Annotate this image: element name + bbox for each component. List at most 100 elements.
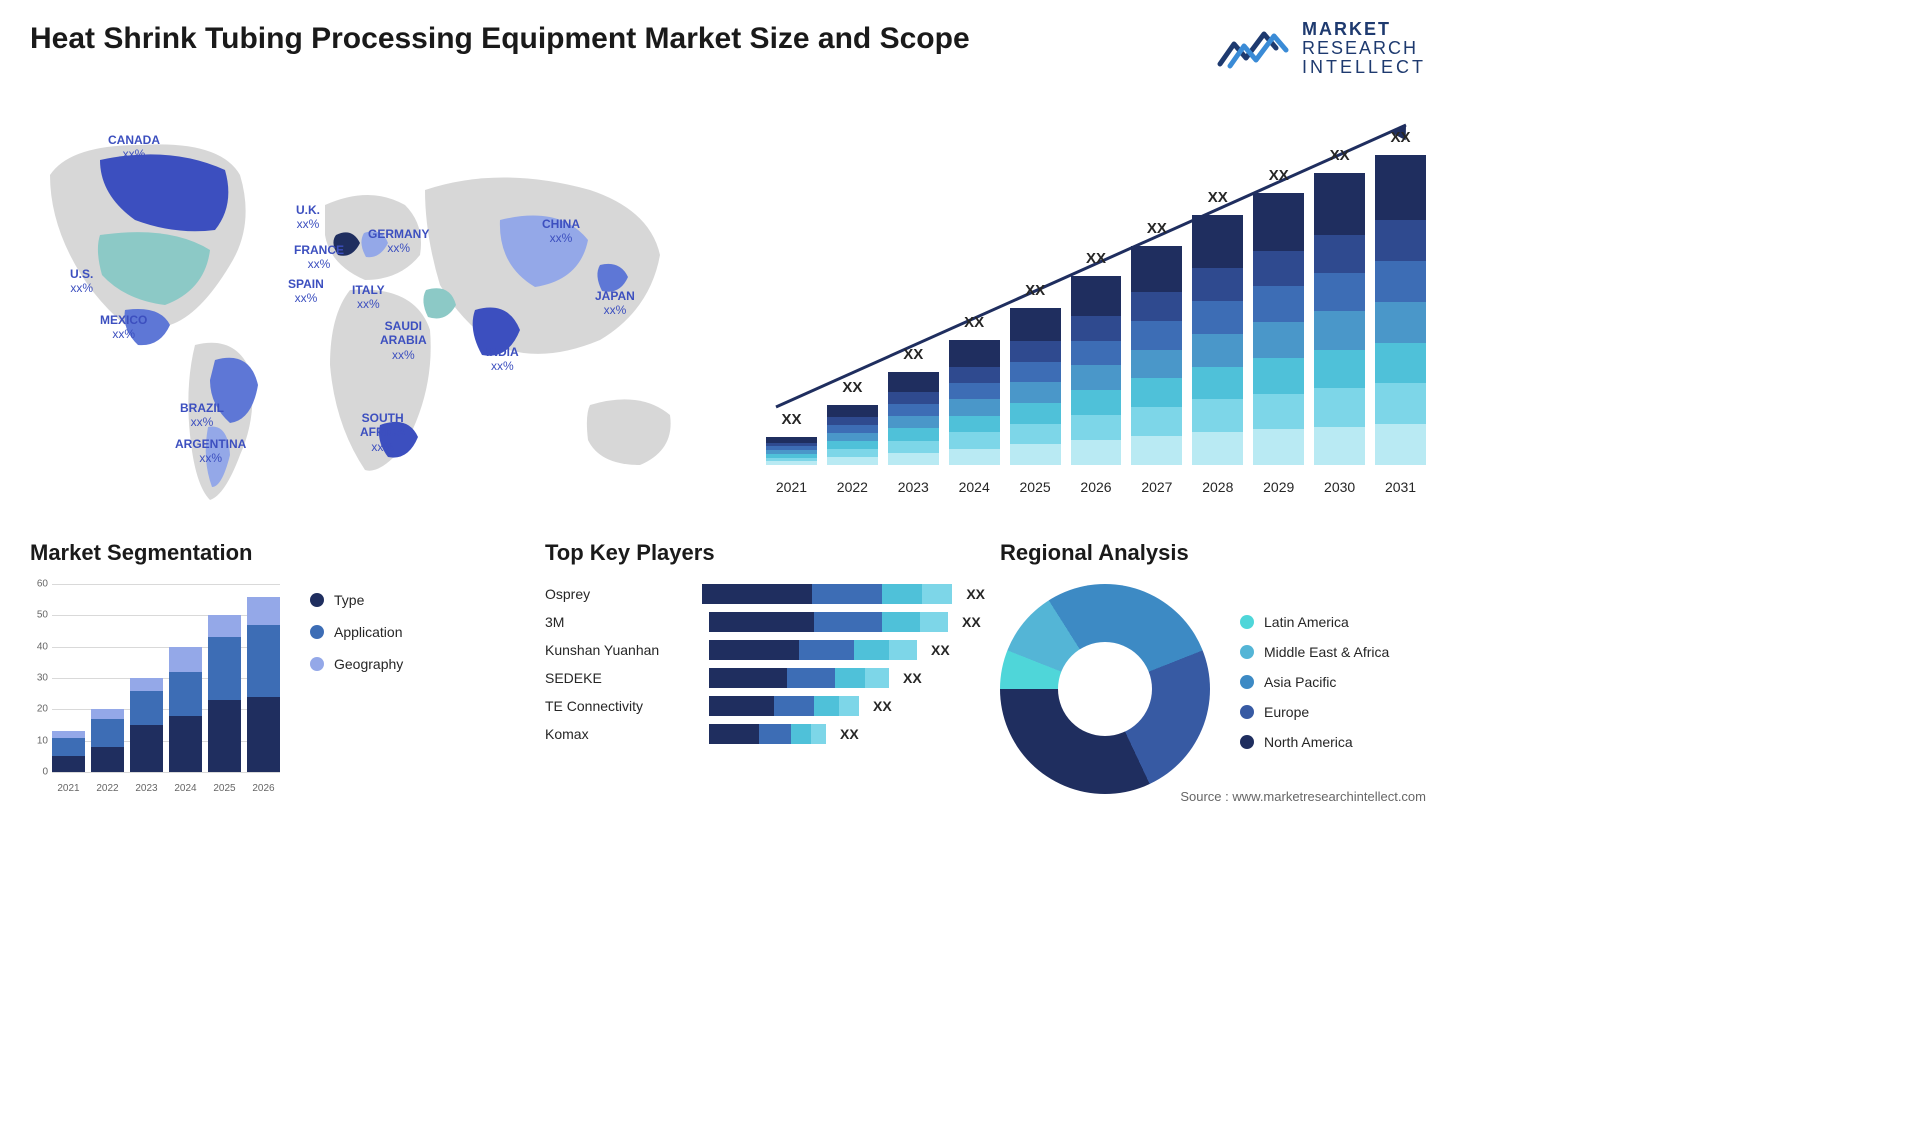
main-xaxis-2031: 2031 — [1375, 479, 1426, 495]
player-name: 3M — [545, 614, 695, 630]
logo-mark-icon — [1216, 24, 1290, 72]
player-name: Osprey — [545, 586, 688, 602]
segmentation-title: Market Segmentation — [30, 540, 460, 566]
seg-bar-2022 — [91, 709, 124, 772]
map-label-saudi-arabia: SAUDIARABIAxx% — [380, 319, 427, 362]
seg-legend-application: Application — [310, 624, 403, 640]
main-bar-chart: XXXXXXXXXXXXXXXXXXXXXX 20212022202320242… — [746, 115, 1426, 495]
map-label-france: FRANCExx% — [294, 243, 344, 272]
world-map: CANADAxx% U.S.xx% MEXICOxx% BRAZILxx% ARGENT… — [30, 115, 710, 515]
player-name: Kunshan Yuanhan — [545, 642, 695, 658]
region-legend-middle-east-africa: Middle East & Africa — [1240, 644, 1389, 660]
seg-ylabel-50: 50 — [30, 610, 48, 621]
main-xaxis-2030: 2030 — [1314, 479, 1365, 495]
map-label-u-s-: U.S.xx% — [70, 267, 93, 296]
map-label-italy: ITALYxx% — [352, 283, 385, 312]
main-bar-2025: XX — [1010, 308, 1061, 465]
main-bar-2029: XX — [1253, 193, 1304, 465]
main-bar-2031: XX — [1375, 155, 1426, 465]
logo-text-3: INTELLECT — [1302, 58, 1426, 77]
main-bar-2026: XX — [1071, 276, 1122, 465]
region-legend-asia-pacific: Asia Pacific — [1240, 674, 1389, 690]
main-xaxis-2027: 2027 — [1131, 479, 1182, 495]
main-bar-2021: XX — [766, 437, 817, 465]
brand-logo: MARKET RESEARCH INTELLECT — [1216, 20, 1426, 77]
map-label-canada: CANADAxx% — [108, 133, 160, 162]
main-xaxis-2025: 2025 — [1010, 479, 1061, 495]
main-xaxis-2023: 2023 — [888, 479, 939, 495]
map-label-spain: SPAINxx% — [288, 277, 324, 306]
main-bar-2028: XX — [1192, 215, 1243, 465]
seg-ylabel-20: 20 — [30, 704, 48, 715]
player-value: XX — [840, 726, 859, 742]
map-label-south-africa: SOUTHAFRICAxx% — [360, 411, 405, 454]
seg-legend-geography: Geography — [310, 656, 403, 672]
seg-xaxis-2021: 2021 — [52, 783, 85, 794]
map-label-argentina: ARGENTINAxx% — [175, 437, 246, 466]
logo-text-2: RESEARCH — [1302, 39, 1426, 58]
main-xaxis-2024: 2024 — [949, 479, 1000, 495]
player-value: XX — [903, 670, 922, 686]
seg-bar-2021 — [52, 731, 85, 772]
region-legend-latin-america: Latin America — [1240, 614, 1389, 630]
seg-bar-2023 — [130, 678, 163, 772]
segmentation-chart: 202120222023202420252026 0102030405060 — [30, 584, 280, 794]
seg-xaxis-2022: 2022 — [91, 783, 124, 794]
player-value: XX — [962, 614, 981, 630]
seg-ylabel-10: 10 — [30, 735, 48, 746]
player-name: SEDEKE — [545, 670, 695, 686]
seg-ylabel-0: 0 — [30, 767, 48, 778]
player-value: XX — [873, 698, 892, 714]
seg-bar-2025 — [208, 615, 241, 772]
main-bar-2024: XX — [949, 340, 1000, 465]
player-value: XX — [966, 586, 985, 602]
main-xaxis-2021: 2021 — [766, 479, 817, 495]
main-xaxis-2026: 2026 — [1071, 479, 1122, 495]
page-title: Heat Shrink Tubing Processing Equipment … — [30, 20, 970, 58]
main-bar-2030: XX — [1314, 173, 1365, 465]
region-legend-europe: Europe — [1240, 704, 1389, 720]
map-label-germany: GERMANYxx% — [368, 227, 429, 256]
segmentation-block: Market Segmentation 2021 2022 2023 2024 2025… — [30, 540, 460, 794]
player-row-kunshan-yuanhan: Kunshan Yuanhan XX — [545, 640, 985, 660]
player-row-komax: Komax XX — [545, 724, 985, 744]
segmentation-legend: Type Application Geography — [310, 592, 403, 688]
map-label-japan: JAPANxx% — [595, 289, 635, 318]
source-text: Source : www.marketresearchintellect.com — [1180, 789, 1426, 804]
seg-xaxis-2023: 2023 — [130, 783, 163, 794]
player-row-3m: 3M XX — [545, 612, 985, 632]
main-xaxis-2029: 2029 — [1253, 479, 1304, 495]
seg-ylabel-40: 40 — [30, 641, 48, 652]
regional-legend: Latin America Middle East & Africa Asia Pa… — [1240, 614, 1389, 764]
players-block: Top Key Players OspreyXX3MXXKunshan Yuan… — [545, 540, 985, 752]
main-xaxis-2022: 2022 — [827, 479, 878, 495]
seg-xaxis-2025: 2025 — [208, 783, 241, 794]
seg-ylabel-60: 60 — [30, 579, 48, 590]
seg-legend-type: Type — [310, 592, 403, 608]
seg-xaxis-2024: 2024 — [169, 783, 202, 794]
player-value: XX — [931, 642, 950, 658]
map-label-u-k-: U.K.xx% — [296, 203, 320, 232]
regional-block: Regional Analysis Latin America Middle Ea… — [1000, 540, 1430, 794]
seg-ylabel-30: 30 — [30, 673, 48, 684]
logo-text-1: MARKET — [1302, 20, 1426, 39]
player-name: Komax — [545, 726, 695, 742]
map-label-mexico: MEXICOxx% — [100, 313, 147, 342]
main-bar-2023: XX — [888, 372, 939, 465]
seg-xaxis-2026: 2026 — [247, 783, 280, 794]
seg-bar-2024 — [169, 647, 202, 772]
map-label-china: CHINAxx% — [542, 217, 580, 246]
seg-bar-2026 — [247, 597, 280, 772]
main-xaxis-2028: 2028 — [1192, 479, 1243, 495]
map-label-brazil: BRAZILxx% — [180, 401, 224, 430]
players-chart: OspreyXX3MXXKunshan YuanhanXXSEDEKEXXTE … — [545, 584, 985, 744]
regional-title: Regional Analysis — [1000, 540, 1430, 566]
map-label-india: INDIAxx% — [486, 345, 519, 374]
player-row-te-con-nectivity: TE Con​​nectivityXX — [545, 696, 985, 716]
player-row-osprey: Osprey XX — [545, 584, 985, 604]
regional-donut — [1000, 584, 1210, 794]
player-row-sedeke: SEDEKE XX — [545, 668, 985, 688]
main-bar-2022: XX — [827, 405, 878, 465]
main-bar-2027: XX — [1131, 246, 1182, 465]
region-legend-north-america: North America — [1240, 734, 1389, 750]
